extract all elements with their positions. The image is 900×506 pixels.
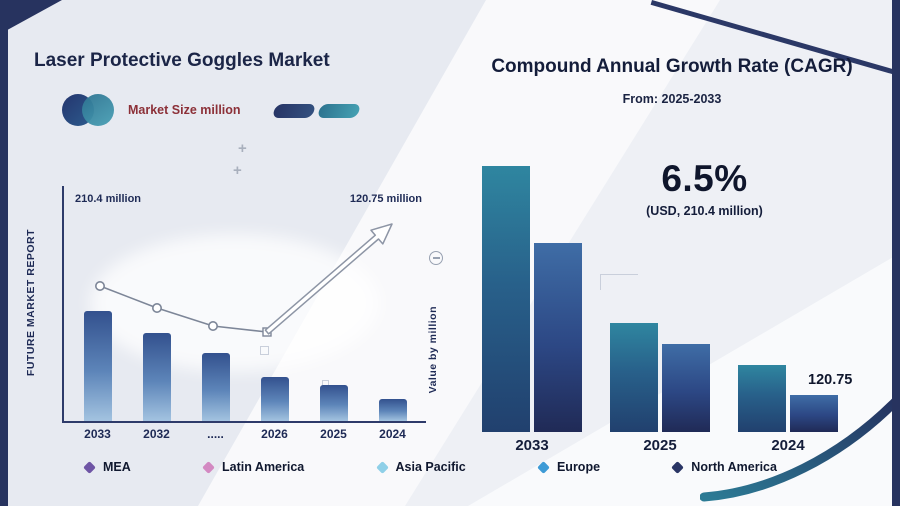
left-chart-title: Laser Protective Goggles Market [34, 50, 330, 71]
cagr-bar-group: 2033 [482, 160, 582, 460]
cagr-bar [534, 243, 582, 432]
pill-left-icon [271, 104, 317, 118]
market-bar-year: 2024 [379, 427, 406, 441]
legend-item: North America [671, 460, 777, 474]
value-axis-text: Value by million [427, 306, 439, 394]
cagr-bar [662, 344, 710, 432]
market-bar-column: 2025 [304, 186, 363, 448]
market-bar-column: 2032 [127, 186, 186, 448]
future-market-report-label: FUTURE MARKET REPORT [22, 186, 40, 420]
cagr-year-label: 2024 [771, 437, 805, 454]
cagr-bar [738, 365, 786, 432]
cagr-subtitle: From: 2025-2033 [622, 92, 722, 106]
market-bar [319, 385, 348, 421]
market-bar [378, 399, 407, 421]
market-size-legend-label: Market Size million [128, 103, 241, 117]
legend-label: Latin America [222, 460, 305, 474]
cagr-bar [610, 323, 658, 432]
legend-item: Europe [537, 460, 601, 474]
market-bar-year: 2026 [261, 427, 288, 441]
market-chart-columns: 2033 2032..... 2026 2025 2024 [68, 186, 422, 448]
cagr-bar-pair [610, 160, 710, 432]
plus-decoration-icon: + [233, 162, 242, 179]
legend-item: MEA [83, 460, 131, 474]
value-axis-label: Value by million [424, 290, 442, 410]
swoosh-path [700, 396, 900, 502]
y-axis-line [62, 186, 64, 422]
market-bar-column: 2033 [68, 186, 127, 448]
cagr-chart-groups: 120.75 2033 2025 2024 [482, 160, 852, 460]
cagr-usd-note: (USD, 210.4 million) [646, 204, 763, 218]
legend-label: Europe [556, 460, 601, 474]
cagr-year-label: 2033 [515, 437, 549, 454]
left-edge-bar [0, 0, 8, 506]
legend-diamond-icon [202, 460, 215, 474]
cagr-bar [482, 166, 530, 432]
legend-diamond-icon [375, 460, 389, 474]
market-bar-column: ..... [186, 186, 245, 448]
cagr-bar-pair [738, 160, 838, 432]
circle-minus-icon [429, 251, 443, 265]
plus-decoration-icon: + [238, 140, 247, 157]
cagr-bar-group: 2025 [610, 160, 710, 460]
x-axis-line [62, 421, 426, 423]
cagr-percentage: 6.5% [661, 158, 748, 199]
legend-item: Asia Pacific [375, 460, 466, 474]
legend-diamond-icon [83, 460, 96, 474]
swoosh-decoration-icon [700, 396, 900, 502]
legend-item: Latin America [202, 460, 305, 474]
cagr-year-label: 2025 [643, 437, 677, 454]
future-market-report-text: FUTURE MARKET REPORT [25, 229, 37, 377]
legend-label: North America [691, 460, 777, 474]
cagr-bar [790, 395, 838, 432]
legend-row: MEA Latin America Asia Pacific Europe North … [83, 460, 777, 474]
cagr-title: Compound Annual Growth Rate (CAGR) [491, 56, 853, 77]
legend-label: Asia Pacific [395, 460, 466, 474]
pill-right-icon [316, 104, 362, 118]
market-bar-year: ..... [207, 427, 224, 441]
market-size-chart: 2033 2032..... 2026 2025 2024 210.4 million … [62, 186, 426, 448]
right-edge-bar [892, 0, 900, 506]
market-bar-column: 2024 [363, 186, 422, 448]
value-callout: 120.75 [808, 372, 853, 388]
annotation-left-value: 210.4 million [75, 193, 142, 205]
market-bar [260, 377, 289, 421]
cagr-value-block: 6.5% (USD, 210.4 million) [612, 158, 797, 218]
market-bar-year: 2032 [143, 427, 170, 441]
legend-diamond-icon [671, 460, 685, 474]
legend-label: MEA [103, 460, 131, 474]
legend-diamond-icon [537, 460, 550, 474]
annotation-right-value: 120.75 million [349, 193, 422, 205]
market-bar [201, 353, 230, 421]
market-size-legend: Market Size million [62, 94, 372, 128]
legend-circle-teal-icon [82, 94, 114, 126]
market-size-icon [62, 94, 116, 126]
market-bar [142, 333, 171, 421]
market-bar-year: 2025 [320, 427, 347, 441]
cagr-bar-pair [482, 160, 582, 432]
square-decoration-icon [260, 346, 269, 355]
market-bar [83, 311, 112, 421]
bracket-decoration [600, 274, 638, 290]
market-bar-year: 2033 [84, 427, 111, 441]
market-bar-column: 2026 [245, 186, 304, 448]
cagr-bar-group: 2024 [738, 160, 838, 460]
